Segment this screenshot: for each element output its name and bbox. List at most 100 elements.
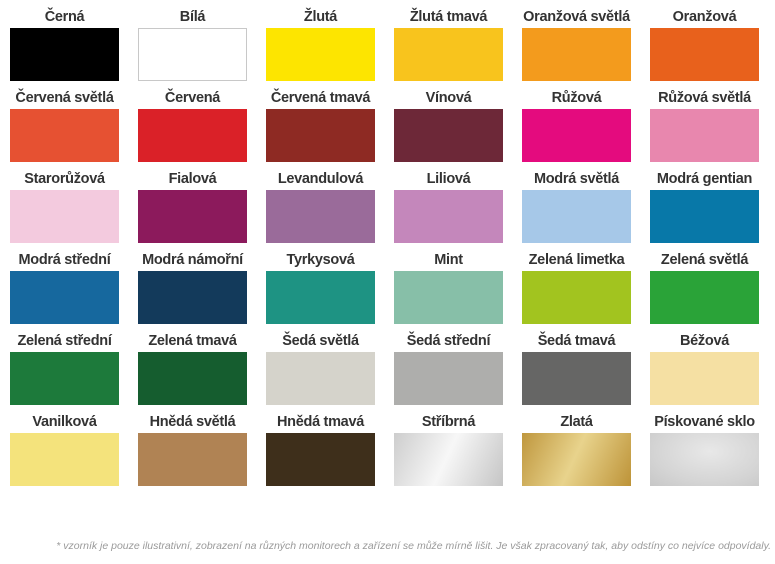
color-swatch	[650, 190, 759, 243]
swatch-label: Levandulová	[277, 171, 364, 187]
color-swatch	[10, 433, 119, 486]
color-swatch	[266, 109, 375, 162]
swatch-label: Starorůžová	[24, 171, 105, 187]
color-grid: Černá Bílá Žlutá Žlutá tmavá Oranžová světlá…	[10, 0, 759, 486]
swatch-label: Červená tmavá	[270, 90, 371, 106]
color-swatch	[138, 271, 247, 324]
swatch-cell: Růžová světlá	[650, 81, 759, 162]
swatch-label: Hnědá světlá	[149, 414, 236, 430]
color-swatch	[138, 352, 247, 405]
swatch-cell: Zelená tmavá	[138, 324, 247, 405]
swatch-cell: Tyrkysová	[266, 243, 375, 324]
swatch-cell: Oranžová světlá	[522, 0, 631, 81]
color-swatch	[650, 28, 759, 81]
swatch-cell: Zelená světlá	[650, 243, 759, 324]
swatch-cell: Hnědá tmavá	[266, 405, 375, 486]
swatch-cell: Černá	[10, 0, 119, 81]
swatch-label: Šedá světlá	[282, 333, 359, 349]
swatch-label: Vínová	[425, 90, 472, 106]
swatch-label: Tyrkysová	[286, 252, 355, 268]
color-swatch	[522, 109, 631, 162]
color-swatch	[138, 190, 247, 243]
swatch-cell: Oranžová	[650, 0, 759, 81]
swatch-cell: Modrá námořní	[138, 243, 247, 324]
swatch-cell: Vínová	[394, 81, 503, 162]
color-swatch	[266, 190, 375, 243]
swatch-cell: Červená tmavá	[266, 81, 375, 162]
color-swatch	[138, 109, 247, 162]
swatch-cell: Modrá světlá	[522, 162, 631, 243]
swatch-cell: Zelená střední	[10, 324, 119, 405]
swatch-label: Růžová	[551, 90, 602, 106]
swatch-label: Mint	[434, 252, 463, 268]
swatch-cell: Šedá tmavá	[522, 324, 631, 405]
swatch-cell: Modrá střední	[10, 243, 119, 324]
swatch-label: Šedá střední	[406, 333, 491, 349]
color-swatch	[138, 28, 247, 81]
swatch-cell: Žlutá tmavá	[394, 0, 503, 81]
color-swatch	[10, 190, 119, 243]
color-swatch	[522, 271, 631, 324]
swatch-label: Zelená střední	[17, 333, 112, 349]
swatch-cell: Modrá gentian	[650, 162, 759, 243]
swatch-cell: Zelená limetka	[522, 243, 631, 324]
swatch-label: Zlatá	[560, 414, 593, 430]
swatch-cell: Červená světlá	[10, 81, 119, 162]
disclaimer-footnote: * vzorník je pouze ilustrativní, zobraze…	[56, 540, 771, 552]
swatch-cell: Růžová	[522, 81, 631, 162]
swatch-cell: Šedá světlá	[266, 324, 375, 405]
color-swatch	[394, 190, 503, 243]
swatch-label: Oranžová světlá	[523, 9, 630, 25]
color-swatch	[394, 109, 503, 162]
color-swatch	[266, 352, 375, 405]
swatch-label: Zelená limetka	[528, 252, 625, 268]
swatch-label: Modrá střední	[18, 252, 111, 268]
swatch-cell: Žlutá	[266, 0, 375, 81]
color-swatch	[394, 352, 503, 405]
color-swatch	[394, 433, 503, 486]
swatch-label: Béžová	[680, 333, 729, 349]
swatch-cell: Stříbrná	[394, 405, 503, 486]
swatch-label: Modrá gentian	[656, 171, 753, 187]
swatch-label: Fialová	[168, 171, 217, 187]
color-swatch	[266, 28, 375, 81]
swatch-cell: Mint	[394, 243, 503, 324]
swatch-label: Modrá světlá	[533, 171, 620, 187]
color-swatch	[522, 28, 631, 81]
swatch-label: Žlutá	[303, 9, 338, 25]
swatch-label: Oranžová	[672, 9, 737, 25]
swatch-cell: Pískované sklo	[650, 405, 759, 486]
color-swatch	[522, 190, 631, 243]
color-swatch	[522, 433, 631, 486]
color-swatch	[266, 433, 375, 486]
swatch-label: Pískované sklo	[654, 414, 755, 430]
swatch-label: Červená	[164, 90, 221, 106]
color-swatch	[394, 271, 503, 324]
color-swatch	[650, 433, 759, 486]
color-swatch	[650, 352, 759, 405]
color-swatch	[266, 271, 375, 324]
color-swatch	[10, 352, 119, 405]
color-swatch	[522, 352, 631, 405]
color-sample-chart: Černá Bílá Žlutá Žlutá tmavá Oranžová světlá…	[10, 0, 771, 552]
swatch-cell: Bílá	[138, 0, 247, 81]
swatch-label: Zelená světlá	[660, 252, 749, 268]
swatch-cell: Starorůžová	[10, 162, 119, 243]
swatch-label: Červená světlá	[15, 90, 114, 106]
swatch-cell: Šedá střední	[394, 324, 503, 405]
swatch-label: Hnědá tmavá	[277, 414, 364, 430]
swatch-cell: Červená	[138, 81, 247, 162]
swatch-cell: Hnědá světlá	[138, 405, 247, 486]
swatch-cell: Vanilková	[10, 405, 119, 486]
color-swatch	[650, 271, 759, 324]
color-swatch	[10, 271, 119, 324]
color-swatch	[10, 109, 119, 162]
swatch-label: Vanilková	[32, 414, 97, 430]
color-swatch	[138, 433, 247, 486]
swatch-cell: Béžová	[650, 324, 759, 405]
swatch-label: Žlutá tmavá	[409, 9, 488, 25]
swatch-label: Modrá námořní	[142, 252, 243, 268]
swatch-label: Zelená tmavá	[148, 333, 237, 349]
swatch-label: Liliová	[426, 171, 471, 187]
swatch-cell: Liliová	[394, 162, 503, 243]
